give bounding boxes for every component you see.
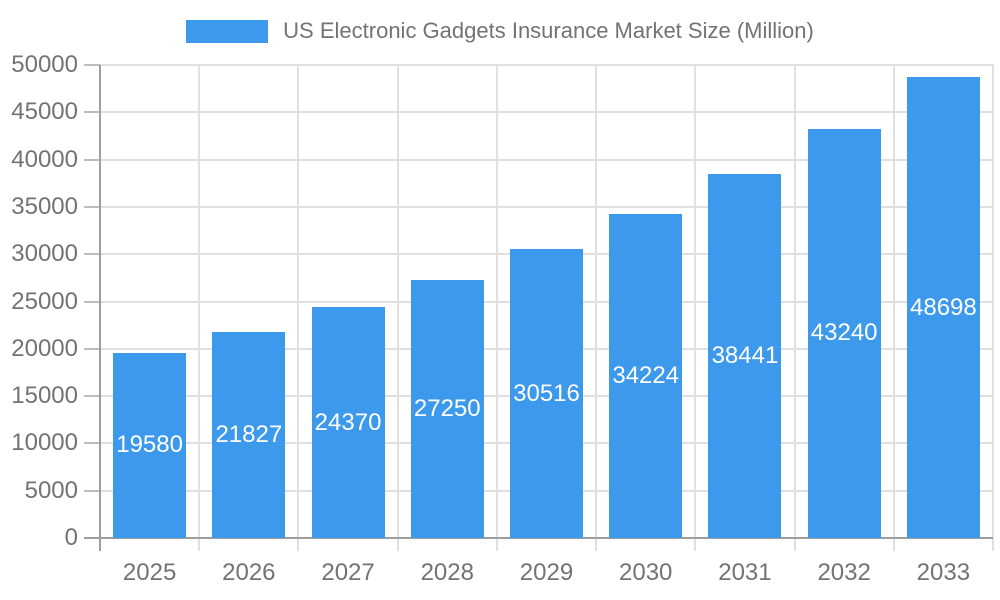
gridline-vertical <box>694 65 697 551</box>
gridline-horizontal <box>100 111 993 114</box>
x-axis-label: 2026 <box>222 559 276 586</box>
y-axis-tick <box>84 489 100 492</box>
gridline-vertical <box>892 65 895 551</box>
bar-value-label: 30516 <box>513 379 580 407</box>
y-axis-tick <box>84 300 100 303</box>
bar-2025[interactable] <box>113 352 187 538</box>
y-axis-line <box>99 65 101 551</box>
gridline-vertical <box>595 65 598 551</box>
x-axis-label: 2029 <box>519 559 574 586</box>
bar-2033[interactable] <box>906 77 980 538</box>
x-axis-label: 2033 <box>916 559 971 586</box>
y-axis-tick <box>84 347 100 350</box>
gridline-horizontal <box>100 158 993 161</box>
bar-value-label: 43240 <box>810 319 878 347</box>
bar-value-label: 21827 <box>215 420 283 448</box>
legend-swatch-icon <box>186 19 269 43</box>
y-axis-label: 30000 <box>11 240 78 268</box>
gridline-vertical <box>396 65 399 551</box>
x-axis-label: 2031 <box>718 559 772 586</box>
gridline-vertical <box>297 65 300 551</box>
y-axis-tick <box>84 442 100 445</box>
bar-2032[interactable] <box>807 128 881 538</box>
y-axis-label: 35000 <box>11 192 78 220</box>
y-axis-label: 5000 <box>24 476 78 504</box>
gridline-horizontal <box>100 205 993 208</box>
bar-value-label: 24370 <box>314 408 382 436</box>
gridline-vertical <box>992 65 994 551</box>
bar-value-label: 34224 <box>612 362 680 390</box>
gridline-vertical <box>793 65 796 551</box>
y-axis-label: 45000 <box>11 98 78 126</box>
y-axis-label: 25000 <box>11 287 78 315</box>
bar-value-label: 38441 <box>711 342 779 370</box>
gridline-vertical <box>198 65 201 551</box>
y-axis-tick <box>84 158 100 161</box>
x-axis-label: 2025 <box>122 559 177 586</box>
x-axis-label: 2030 <box>619 559 673 586</box>
y-axis-label: 20000 <box>11 334 78 362</box>
y-axis-label: 15000 <box>11 382 78 410</box>
y-axis-label: 10000 <box>11 429 78 457</box>
bar-value-label: 48698 <box>910 293 977 321</box>
y-axis-tick <box>84 111 100 114</box>
bar-2027[interactable] <box>311 307 385 538</box>
bar-2028[interactable] <box>410 280 484 538</box>
y-axis-tick <box>84 395 100 398</box>
legend-label: US Electronic Gadgets Insurance Market S… <box>283 18 814 43</box>
y-axis-tick <box>84 205 100 208</box>
y-axis-tick <box>84 64 100 66</box>
x-axis-line <box>84 537 993 539</box>
y-axis-tick <box>84 253 100 256</box>
bar-2031[interactable] <box>708 174 782 538</box>
bar-value-label: 27250 <box>413 395 481 423</box>
y-axis-label: 0 <box>64 524 78 551</box>
bar-value-label: 19580 <box>116 431 183 459</box>
bar-2030[interactable] <box>609 214 683 538</box>
x-axis-label: 2032 <box>817 559 871 586</box>
bar-2029[interactable] <box>510 249 583 538</box>
y-axis-label: 40000 <box>11 145 78 173</box>
legend[interactable]: US Electronic Gadgets Insurance Market S… <box>0 16 1000 46</box>
bar-2026[interactable] <box>212 331 286 538</box>
x-axis-label: 2027 <box>321 559 375 586</box>
x-axis-label: 2028 <box>420 559 474 586</box>
gridline-vertical <box>495 65 498 551</box>
y-axis-label: 50000 <box>11 51 78 78</box>
gridline-horizontal <box>100 64 993 66</box>
